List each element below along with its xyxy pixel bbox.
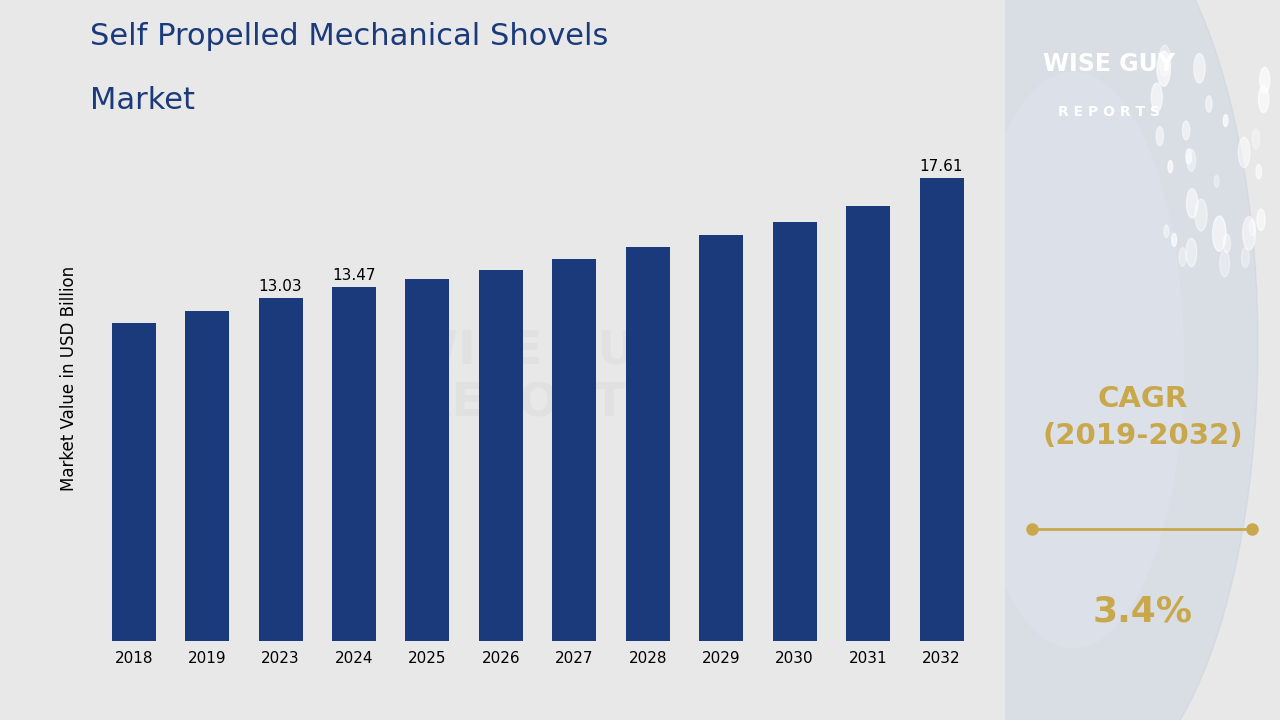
Circle shape: [1194, 53, 1204, 83]
Circle shape: [1260, 67, 1270, 94]
Bar: [919, 178, 964, 641]
Circle shape: [1206, 96, 1212, 112]
Circle shape: [1252, 129, 1260, 149]
Circle shape: [1238, 138, 1249, 168]
Text: Market: Market: [90, 86, 195, 115]
Circle shape: [1249, 220, 1256, 235]
Text: 3.4%: 3.4%: [1092, 595, 1193, 629]
Bar: [406, 279, 449, 641]
Circle shape: [1156, 127, 1164, 145]
Bar: [626, 247, 669, 641]
Text: CAGR
(2019-2032): CAGR (2019-2032): [1042, 385, 1243, 450]
Circle shape: [1187, 149, 1196, 171]
Circle shape: [1224, 234, 1230, 253]
Circle shape: [1179, 248, 1187, 266]
Circle shape: [1243, 217, 1256, 250]
Text: 13.47: 13.47: [333, 268, 376, 283]
Circle shape: [1151, 83, 1162, 112]
Bar: [552, 259, 596, 641]
Circle shape: [1257, 209, 1265, 230]
Bar: [332, 287, 376, 641]
Circle shape: [964, 72, 1184, 648]
Circle shape: [1220, 251, 1230, 276]
Circle shape: [1256, 164, 1262, 179]
Text: WISE GUY: WISE GUY: [1043, 52, 1175, 76]
Circle shape: [1183, 121, 1189, 140]
Circle shape: [1171, 233, 1176, 246]
Circle shape: [1212, 216, 1226, 251]
Bar: [186, 311, 229, 641]
Circle shape: [1164, 225, 1169, 238]
Bar: [699, 235, 744, 641]
Bar: [111, 323, 156, 641]
Bar: [846, 206, 890, 641]
Circle shape: [1242, 248, 1249, 268]
Circle shape: [1167, 161, 1172, 173]
Text: Self Propelled Mechanical Shovels: Self Propelled Mechanical Shovels: [90, 22, 608, 50]
Circle shape: [916, 0, 1258, 720]
Circle shape: [1158, 45, 1171, 76]
Circle shape: [1196, 199, 1207, 231]
Circle shape: [1185, 149, 1192, 164]
Text: 13.03: 13.03: [259, 279, 302, 294]
Circle shape: [1224, 114, 1228, 127]
Circle shape: [1215, 175, 1219, 187]
Bar: [259, 298, 302, 641]
Text: WISE GUY
REPORTS: WISE GUY REPORTS: [406, 330, 669, 426]
Circle shape: [1258, 86, 1268, 112]
Circle shape: [1187, 189, 1198, 218]
Bar: [773, 222, 817, 641]
Bar: [479, 270, 524, 641]
Circle shape: [1187, 238, 1197, 266]
Text: 17.61: 17.61: [920, 159, 964, 174]
Circle shape: [1157, 51, 1170, 86]
Y-axis label: Market Value in USD Billion: Market Value in USD Billion: [60, 266, 78, 490]
Text: R E P O R T S: R E P O R T S: [1059, 105, 1161, 119]
